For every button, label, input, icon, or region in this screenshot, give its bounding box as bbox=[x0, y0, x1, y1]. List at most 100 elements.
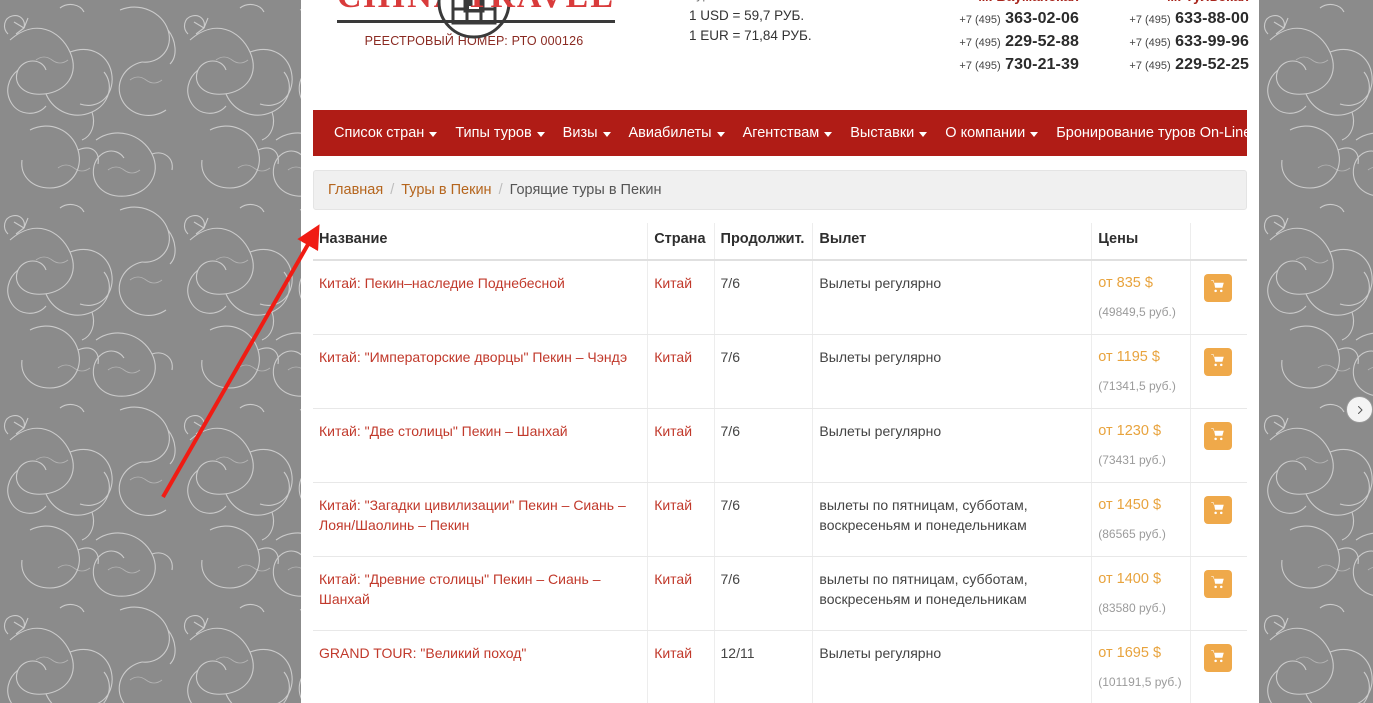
add-to-cart-button[interactable] bbox=[1203, 348, 1232, 376]
nav-item-exhibitions[interactable]: Выставки bbox=[841, 119, 936, 147]
add-to-cart-button[interactable] bbox=[1203, 422, 1232, 450]
registry-number: РЕЕСТРОВЫЙ НОМЕР: РТО 000126 bbox=[364, 34, 584, 48]
add-to-cart-button[interactable] bbox=[1203, 496, 1232, 524]
column-header-name: Название bbox=[313, 223, 649, 261]
nav-item-label: Агентствам bbox=[742, 125, 820, 141]
column-header-cart bbox=[1190, 223, 1247, 261]
cell-country: Китай bbox=[647, 260, 715, 335]
nav-item-air-tickets[interactable]: Авиабилеты bbox=[620, 119, 734, 147]
phone-number: 229-52-88 bbox=[1005, 33, 1079, 50]
tour-name-link[interactable]: Китай: "Загадки цивилизации" Пекин – Сиа… bbox=[319, 497, 626, 533]
nav-item-countries[interactable]: Список стран bbox=[325, 119, 446, 147]
phone-link[interactable]: +7 (495) 633-88-00 bbox=[1101, 8, 1249, 31]
duration-text: 7/6 bbox=[720, 349, 740, 365]
phone-link[interactable]: +7 (495) 363-02-06 bbox=[931, 8, 1079, 31]
tours-table: Название Страна Продолжит. Вылет Цены Ки… bbox=[313, 223, 1247, 703]
shopping-cart-icon bbox=[1210, 279, 1225, 297]
cell-country: Китай bbox=[647, 556, 715, 631]
phone-prefix: +7 (495) bbox=[1129, 60, 1171, 72]
chevron-down-icon bbox=[1256, 131, 1259, 137]
price-rub: (49849,5 руб.) bbox=[1098, 305, 1176, 319]
table-row: GRAND TOUR: "Великий поход" Китай 12/11 Выл… bbox=[313, 630, 1247, 703]
tour-name-link[interactable]: GRAND TOUR: "Великий поход" bbox=[319, 645, 527, 661]
country-link[interactable]: Китай bbox=[654, 349, 693, 365]
duration-text: 7/6 bbox=[720, 571, 740, 587]
country-link[interactable]: Китай bbox=[654, 423, 693, 439]
phone-number: 633-88-00 bbox=[1175, 10, 1249, 27]
cell-cart bbox=[1190, 408, 1247, 483]
nav-item-visas[interactable]: Визы bbox=[554, 119, 620, 147]
cell-price: от 1400 $ (83580 руб.) bbox=[1091, 556, 1191, 631]
chevron-down-icon bbox=[716, 131, 725, 137]
breadcrumb: Главная / Туры в Пекин / Горящие туры в … bbox=[313, 170, 1247, 210]
phone-prefix: +7 (495) bbox=[959, 37, 1001, 49]
tour-name-link[interactable]: Китай: "Две столицы" Пекин – Шанхай bbox=[319, 423, 568, 439]
duration-text: 7/6 bbox=[720, 423, 740, 439]
shopping-cart-icon bbox=[1210, 501, 1225, 519]
cell-duration: 7/6 bbox=[714, 260, 814, 335]
cell-departure: Вылеты регулярно bbox=[812, 260, 1093, 335]
cell-cart bbox=[1190, 556, 1247, 631]
slider-next-button[interactable] bbox=[1346, 396, 1373, 423]
nav-item-label: О компании bbox=[945, 125, 1026, 141]
cell-cart bbox=[1190, 260, 1247, 335]
chevron-down-icon bbox=[536, 131, 545, 137]
tour-name-link[interactable]: Китай: Пекин–наследие Поднебесной bbox=[319, 275, 565, 291]
departure-text: Вылеты регулярно bbox=[819, 423, 942, 439]
breadcrumb-item-beijing-tours[interactable]: Туры в Пекин bbox=[401, 182, 492, 198]
nav-item-about-company[interactable]: О компании bbox=[936, 119, 1047, 147]
phone-link[interactable]: +7 (495) 730-21-39 bbox=[931, 54, 1079, 77]
table-row: Китай: Пекин–наследие Поднебесной Китай 7/… bbox=[313, 260, 1247, 335]
duration-text: 7/6 bbox=[720, 497, 740, 513]
nav-item-label: Авиабилеты bbox=[628, 125, 712, 141]
phone-number: 730-21-39 bbox=[1005, 56, 1079, 73]
cell-tour-name: Китай: Пекин–наследие Поднебесной bbox=[313, 260, 649, 335]
shopping-cart-icon bbox=[1210, 649, 1225, 667]
cell-tour-name: GRAND TOUR: "Великий поход" bbox=[313, 630, 649, 703]
phone-number: 363-02-06 bbox=[1005, 10, 1079, 27]
price-rub: (73431 руб.) bbox=[1098, 453, 1166, 467]
site-logo[interactable]: T O U R O P E R A T O R CHINA bbox=[329, 0, 619, 48]
breadcrumb-item-home[interactable]: Главная bbox=[328, 182, 384, 198]
country-link[interactable]: Китай bbox=[654, 645, 693, 661]
nav-item-label: Бронирование туров On-Line bbox=[1056, 125, 1252, 141]
chevron-down-icon bbox=[824, 131, 833, 137]
price-usd: от 1450 $ bbox=[1098, 497, 1162, 513]
shopping-cart-icon bbox=[1210, 427, 1225, 445]
nav-item-online-booking[interactable]: Бронирование туров On-Line bbox=[1047, 119, 1259, 147]
departure-text: Вылеты регулярно bbox=[819, 275, 942, 291]
cell-price: от 1195 $ (71341,5 руб.) bbox=[1091, 334, 1191, 409]
phone-link[interactable]: +7 (495) 229-52-88 bbox=[931, 31, 1079, 54]
cell-price: от 1450 $ (86565 руб.) bbox=[1091, 482, 1191, 557]
country-link[interactable]: Китай bbox=[654, 571, 693, 587]
price-rub: (71341,5 руб.) bbox=[1098, 379, 1176, 393]
nav-item-label: Список стран bbox=[334, 125, 425, 141]
table-row: Китай: "Древние столицы" Пекин – Сиань –… bbox=[313, 556, 1247, 631]
phone-prefix: +7 (495) bbox=[959, 14, 1001, 26]
phone-number: 229-52-25 bbox=[1175, 56, 1249, 73]
phone-link[interactable]: +7 (495) 633-99-96 bbox=[1101, 31, 1249, 54]
currency-eur: 1 EUR = 71,84 РУБ. bbox=[689, 28, 812, 43]
cell-duration: 7/6 bbox=[714, 334, 814, 409]
add-to-cart-button[interactable] bbox=[1203, 274, 1232, 302]
country-link[interactable]: Китай bbox=[654, 275, 693, 291]
chevron-right-icon bbox=[1357, 405, 1362, 414]
departure-text: вылеты по пятницам, субботам, воскресень… bbox=[819, 497, 1028, 533]
cell-duration: 12/11 bbox=[714, 630, 814, 703]
country-link[interactable]: Китай bbox=[654, 497, 693, 513]
nav-item-agencies[interactable]: Агентствам bbox=[734, 119, 842, 147]
phone-link[interactable]: +7 (495) 229-52-25 bbox=[1101, 54, 1249, 77]
add-to-cart-button[interactable] bbox=[1203, 570, 1232, 598]
price-rub: (83580 руб.) bbox=[1098, 601, 1166, 615]
departure-text: вылеты по пятницам, субботам, воскресень… bbox=[819, 571, 1028, 607]
tour-name-link[interactable]: Китай: "Императорские дворцы" Пекин – Чэ… bbox=[319, 349, 628, 365]
phone-column-baumanskaya: м. Бауманская +7 (495) 363-02-06 +7 (495… bbox=[931, 0, 1079, 77]
nav-item-tour-types[interactable]: Типы туров bbox=[446, 119, 553, 147]
cell-departure: Вылеты регулярно bbox=[812, 334, 1093, 409]
cell-country: Китай bbox=[647, 482, 715, 557]
breadcrumb-separator: / bbox=[498, 182, 503, 198]
departure-text: Вылеты регулярно bbox=[819, 645, 942, 661]
add-to-cart-button[interactable] bbox=[1203, 644, 1232, 672]
cell-country: Китай bbox=[647, 408, 715, 483]
tour-name-link[interactable]: Китай: "Древние столицы" Пекин – Сиань –… bbox=[319, 571, 601, 607]
